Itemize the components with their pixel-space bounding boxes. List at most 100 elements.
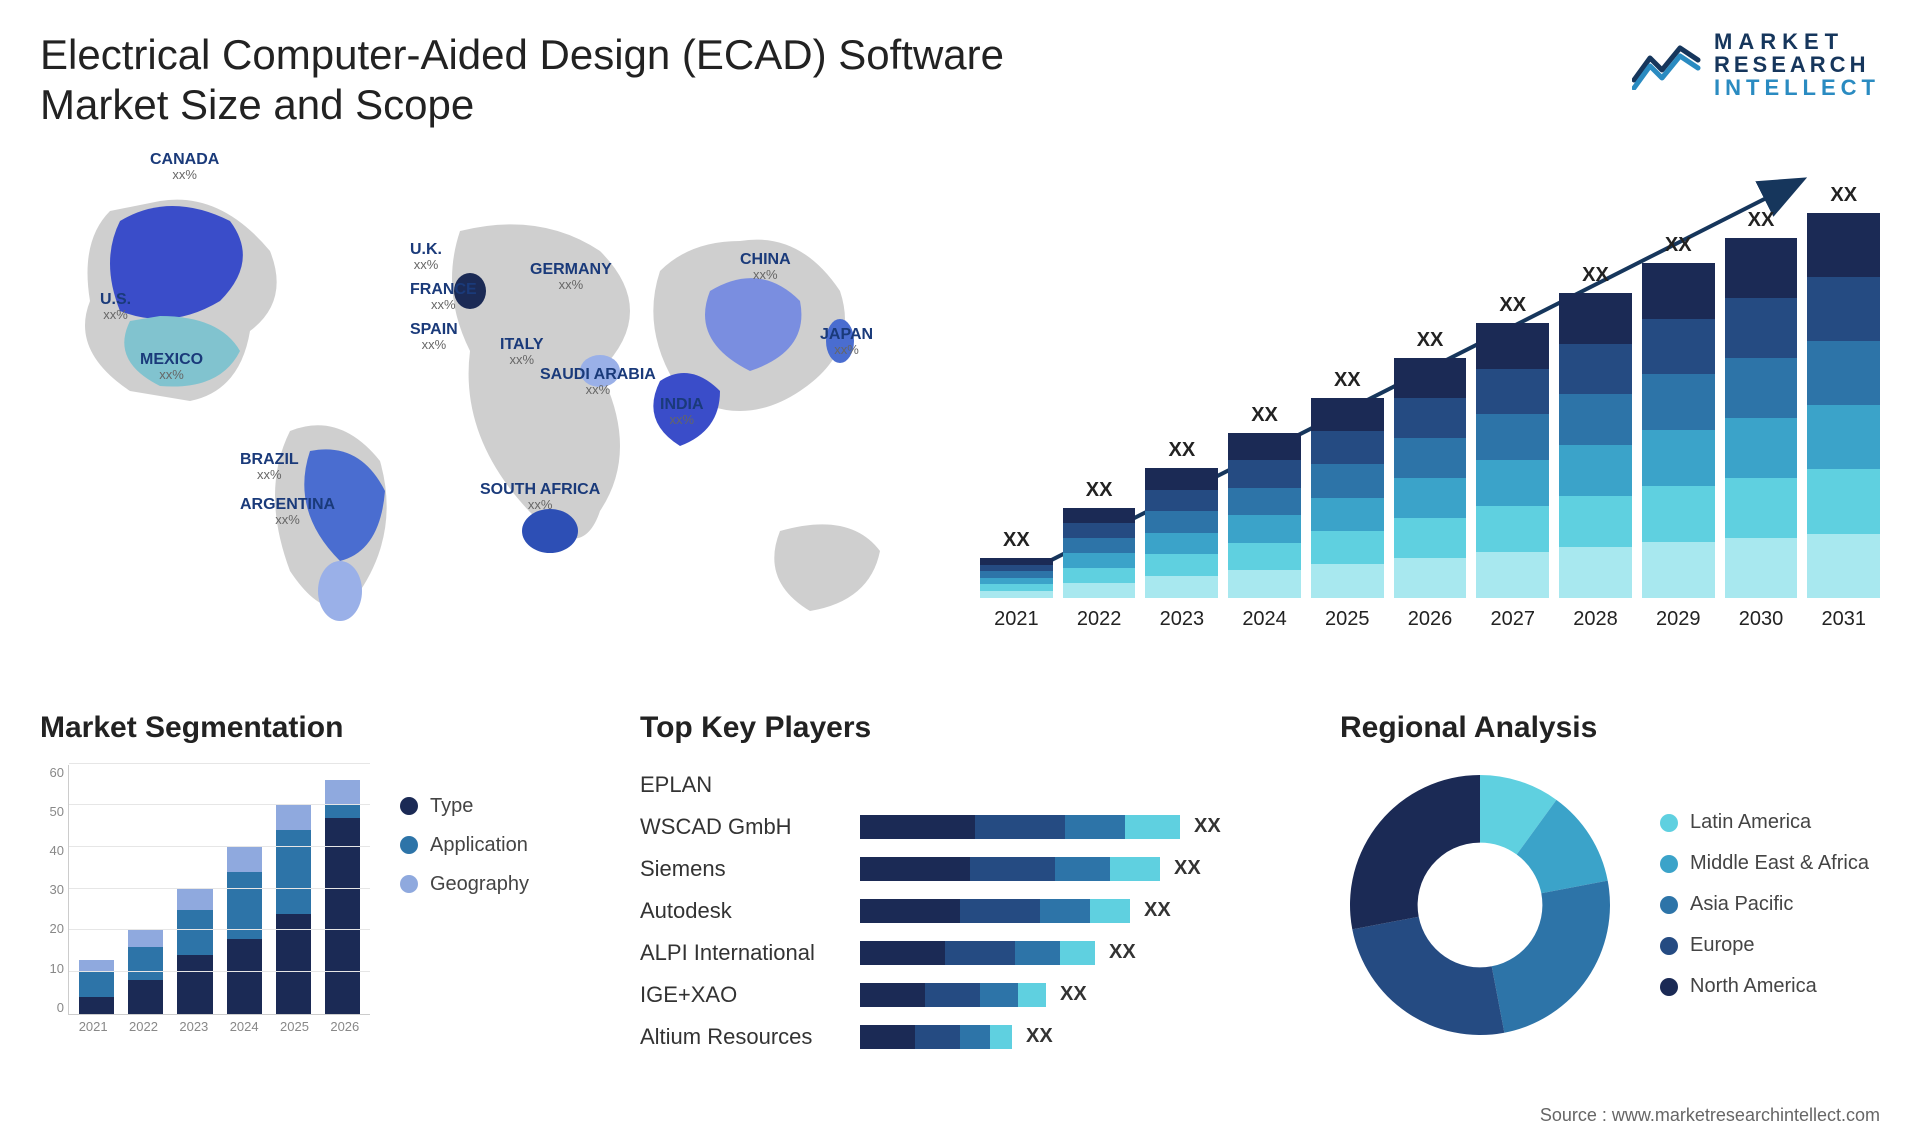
donut-slice	[1352, 916, 1504, 1034]
donut-slice	[1492, 880, 1610, 1032]
map-label: SAUDI ARABIAxx%	[540, 366, 656, 398]
map-label: ARGENTINAxx%	[240, 496, 335, 528]
segmentation-chart: 6050403020100 202120222023202420252026	[40, 765, 370, 1045]
player-bar	[860, 773, 1280, 797]
player-bar: XX	[860, 941, 1280, 965]
segmentation-legend: Type Application Geography	[400, 765, 529, 1045]
player-row: WSCAD GmbH XX	[640, 807, 1280, 847]
key-players-list: EPLANWSCAD GmbHXXSiemensXXAutodeskXXALPI…	[640, 765, 1280, 1057]
growth-bar-label: XX	[1417, 329, 1444, 352]
segmentation-bar	[325, 780, 360, 1013]
page-title: Electrical Computer-Aided Design (ECAD) …	[40, 30, 1040, 131]
player-bar: XX	[860, 815, 1280, 839]
segmentation-title: Market Segmentation	[40, 711, 580, 745]
regional-section: Regional Analysis Latin America Middle Ea…	[1340, 711, 1880, 1057]
growth-bar: XX 2028	[1559, 264, 1632, 631]
legend-item: Middle East & Africa	[1660, 852, 1869, 875]
donut-slice	[1350, 775, 1480, 929]
legend-item: Type	[400, 795, 529, 818]
map-label: FRANCExx%	[410, 281, 477, 313]
key-players-title: Top Key Players	[640, 711, 1280, 745]
segmentation-bar	[276, 805, 311, 1013]
growth-bar-year: 2030	[1739, 608, 1784, 631]
growth-bar: XX 2021	[980, 529, 1053, 631]
growth-bar-label: XX	[1334, 369, 1361, 392]
growth-bar-label: XX	[1748, 209, 1775, 232]
growth-bar-year: 2031	[1821, 608, 1866, 631]
segmentation-bar	[227, 847, 262, 1014]
growth-bar: XX 2025	[1311, 369, 1384, 631]
player-name: EPLAN	[640, 772, 860, 798]
player-row: SiemensXX	[640, 849, 1280, 889]
map-label: U.K.xx%	[410, 241, 442, 273]
growth-bar-year: 2021	[994, 608, 1039, 631]
growth-bar-year: 2025	[1325, 608, 1370, 631]
map-label: SOUTH AFRICAxx%	[480, 481, 600, 513]
player-bar: XX	[860, 1025, 1280, 1049]
map-label: INDIAxx%	[660, 396, 704, 428]
map-label: GERMANYxx%	[530, 261, 612, 293]
growth-bar-label: XX	[1086, 479, 1113, 502]
player-value: XX	[1060, 983, 1087, 1006]
player-row: EPLAN	[640, 765, 1280, 805]
map-label: SPAINxx%	[410, 321, 458, 353]
growth-bar-label: XX	[1168, 439, 1195, 462]
player-row: Altium Resources XX	[640, 1017, 1280, 1057]
legend-item: Application	[400, 834, 529, 857]
growth-bar-year: 2027	[1491, 608, 1536, 631]
source-text: Source : www.marketresearchintellect.com	[1540, 1105, 1880, 1126]
legend-item: Asia Pacific	[1660, 893, 1869, 916]
legend-item: Latin America	[1660, 811, 1869, 834]
map-label: CHINAxx%	[740, 251, 791, 283]
growth-bar-year: 2029	[1656, 608, 1701, 631]
logo-icon	[1632, 40, 1702, 90]
map-label: BRAZILxx%	[240, 451, 299, 483]
growth-bar-year: 2026	[1408, 608, 1453, 631]
player-name: IGE+XAO	[640, 982, 860, 1008]
player-bar: XX	[860, 899, 1280, 923]
regional-donut	[1340, 765, 1620, 1045]
growth-bar: XX 2026	[1394, 329, 1467, 631]
player-name: WSCAD GmbH	[640, 814, 860, 840]
player-bar: XX	[860, 857, 1280, 881]
growth-bar: XX 2030	[1725, 209, 1798, 631]
growth-bar-label: XX	[1582, 264, 1609, 287]
key-players-section: Top Key Players EPLANWSCAD GmbHXXSiemens…	[640, 711, 1280, 1057]
growth-bar-year: 2028	[1573, 608, 1618, 631]
player-row: AutodeskXX	[640, 891, 1280, 931]
growth-bar-label: XX	[1003, 529, 1030, 552]
growth-bar: XX 2031	[1807, 184, 1880, 631]
logo-text-3: INTELLECT	[1714, 76, 1880, 99]
player-bar: XX	[860, 983, 1280, 1007]
player-value: XX	[1109, 941, 1136, 964]
segmentation-bar	[177, 889, 212, 1014]
legend-item: North America	[1660, 975, 1869, 998]
segmentation-bar	[79, 960, 114, 1014]
growth-bar-year: 2024	[1242, 608, 1287, 631]
player-name: Altium Resources	[640, 1024, 860, 1050]
legend-item: Europe	[1660, 934, 1869, 957]
map-label: MEXICOxx%	[140, 351, 203, 383]
brand-logo: MARKET RESEARCH INTELLECT	[1632, 30, 1880, 99]
growth-bar: XX 2029	[1642, 234, 1715, 631]
growth-bar: XX 2027	[1476, 294, 1549, 631]
player-name: Autodesk	[640, 898, 860, 924]
player-value: XX	[1194, 815, 1221, 838]
growth-bar-year: 2022	[1077, 608, 1122, 631]
growth-bar-label: XX	[1665, 234, 1692, 257]
player-row: IGE+XAO XX	[640, 975, 1280, 1015]
growth-bar-label: XX	[1830, 184, 1857, 207]
growth-bar: XX 2022	[1063, 479, 1136, 631]
map-label: CANADAxx%	[150, 151, 219, 183]
map-svg	[40, 151, 940, 671]
growth-chart: XX2021XX2022XX2023XX2024XX2025XX2026XX20…	[980, 151, 1880, 671]
map-label: JAPANxx%	[820, 326, 873, 358]
segmentation-section: Market Segmentation 6050403020100 202120…	[40, 711, 580, 1057]
growth-bar: XX2023	[1145, 439, 1218, 631]
growth-bar-label: XX	[1499, 294, 1526, 317]
regional-title: Regional Analysis	[1340, 711, 1880, 745]
player-row: ALPI InternationalXX	[640, 933, 1280, 973]
player-value: XX	[1026, 1025, 1053, 1048]
legend-item: Geography	[400, 873, 529, 896]
map-label: U.S.xx%	[100, 291, 131, 323]
